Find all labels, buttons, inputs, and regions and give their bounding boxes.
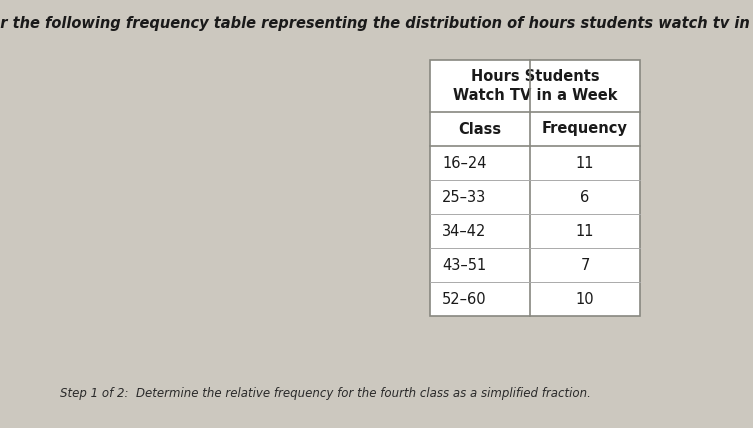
Text: 11: 11 [576,155,594,170]
Text: Frequency: Frequency [542,122,628,137]
Text: 10: 10 [576,291,594,306]
Text: Class: Class [459,122,501,137]
Text: Hours Students
Watch TV in a Week: Hours Students Watch TV in a Week [453,69,617,103]
Text: 52–60: 52–60 [442,291,486,306]
Text: 43–51: 43–51 [442,258,486,273]
Text: 6: 6 [581,190,590,205]
Text: 16–24: 16–24 [442,155,486,170]
Text: 25–33: 25–33 [442,190,486,205]
Text: Consider the following frequency table representing the distribution of hours st: Consider the following frequency table r… [0,16,753,31]
Text: 7: 7 [581,258,590,273]
Text: 11: 11 [576,223,594,238]
Text: 34–42: 34–42 [442,223,486,238]
Text: Step 1 of 2:  Determine the relative frequency for the fourth class as a simplif: Step 1 of 2: Determine the relative freq… [60,387,591,400]
Bar [430,60,640,316]
